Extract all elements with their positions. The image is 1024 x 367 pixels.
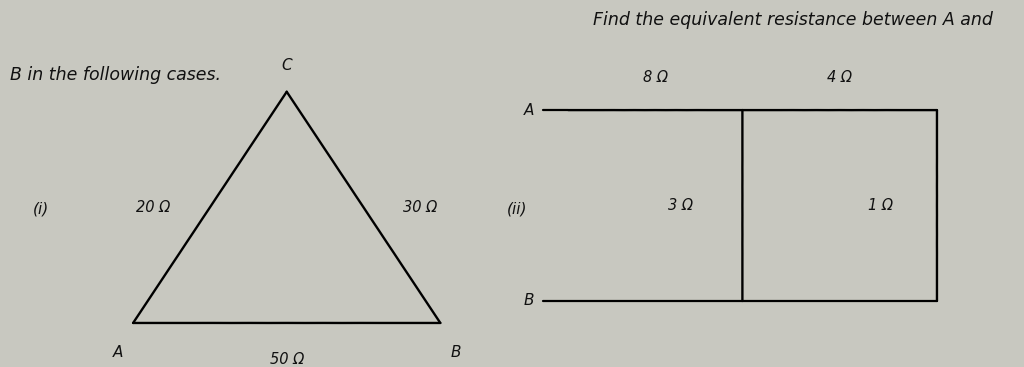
Text: (i): (i)	[33, 202, 49, 217]
Text: 20 Ω: 20 Ω	[136, 200, 171, 215]
Text: 8 Ω: 8 Ω	[643, 70, 668, 84]
Text: A: A	[113, 345, 123, 360]
Text: 1 Ω: 1 Ω	[868, 198, 893, 213]
Text: C: C	[282, 58, 292, 73]
Text: Find the equivalent resistance between A and: Find the equivalent resistance between A…	[593, 11, 993, 29]
Text: 50 Ω: 50 Ω	[269, 352, 304, 367]
Text: 30 Ω: 30 Ω	[402, 200, 437, 215]
Text: 4 Ω: 4 Ω	[827, 70, 852, 84]
Text: A: A	[524, 103, 535, 117]
Text: (ii): (ii)	[507, 202, 527, 217]
Text: B: B	[451, 345, 461, 360]
Text: 3 Ω: 3 Ω	[669, 198, 693, 213]
Text: B: B	[524, 294, 535, 308]
Text: B in the following cases.: B in the following cases.	[10, 66, 221, 84]
